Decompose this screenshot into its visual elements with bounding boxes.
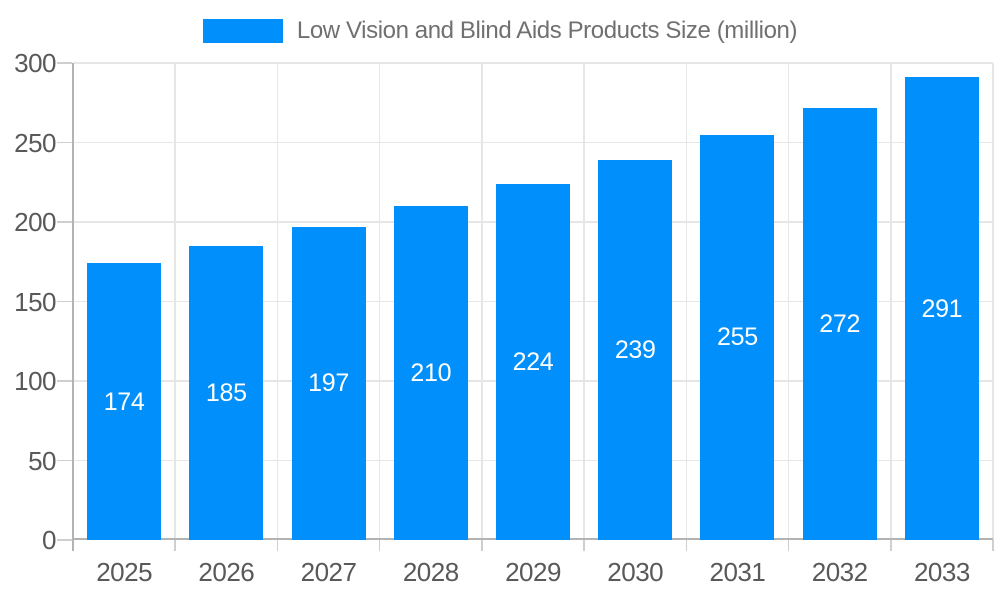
x-tick-label: 2033 [913, 557, 970, 587]
bar-2033 [904, 77, 979, 540]
y-axis-tick [57, 380, 72, 382]
x-tick-label: 2028 [402, 557, 459, 587]
y-axis-tick [57, 300, 72, 303]
x-axis-tick [378, 540, 381, 551]
bar-2030 [598, 159, 673, 540]
bar-value-label: 210 [410, 359, 452, 388]
x-tick-label: 2030 [607, 557, 664, 587]
x-gridline [787, 63, 790, 540]
y-gridline [73, 141, 993, 144]
bar-2032 [802, 107, 877, 540]
y-gridline [73, 62, 993, 64]
legend-label: Low Vision and Blind Aids Products Size … [296, 17, 798, 44]
bar-value-label: 185 [205, 378, 247, 407]
x-gridline [685, 63, 688, 540]
bar-value-label: 239 [614, 335, 656, 364]
y-axis-tick [57, 221, 72, 223]
x-tick-label: 2026 [198, 557, 255, 587]
bar-2025 [87, 263, 162, 540]
x-tick-label: 2027 [300, 557, 357, 587]
bar-2029 [496, 183, 570, 540]
x-tick-label: 2031 [709, 557, 766, 587]
y-tick-label: 300 [14, 48, 56, 78]
y-tick-label: 100 [14, 366, 56, 396]
x-tick-label: 2025 [96, 557, 153, 587]
bar-value-label: 224 [512, 347, 554, 376]
bar-value-label: 255 [717, 323, 758, 352]
x-gridline [890, 63, 892, 540]
x-tick-label: 2032 [811, 557, 868, 587]
y-tick-label: 150 [14, 286, 56, 317]
bar-2026 [189, 245, 264, 540]
x-axis-tick [787, 540, 790, 551]
legend-marker-swatch [202, 19, 283, 43]
x-gridline [481, 63, 483, 540]
x-gridline [174, 63, 176, 540]
bar-value-label: 197 [308, 369, 349, 398]
y-tick-label: 200 [14, 207, 56, 237]
chart-legend: Low Vision and Blind Aids Products Size … [0, 17, 1000, 44]
x-axis-tick [481, 540, 483, 551]
bar-2028 [393, 206, 468, 540]
x-tick-label: 2029 [505, 557, 561, 587]
x-gridline [378, 63, 381, 540]
y-tick-label: 50 [28, 445, 56, 476]
y-axis-tick [57, 459, 72, 462]
y-tick-label: 0 [42, 525, 56, 555]
x-axis-tick [992, 540, 994, 551]
x-axis-tick [685, 540, 688, 551]
x-gridline [276, 63, 279, 540]
y-axis-tick [57, 62, 72, 64]
x-axis-tick [276, 540, 279, 551]
bar-value-label: 291 [921, 294, 963, 323]
bar-2027 [291, 226, 366, 540]
x-axis-tick [583, 540, 585, 551]
bar-value-label: 272 [819, 309, 861, 338]
x-axis-tick [890, 540, 892, 551]
plot-area: 174 185 197 210 224 239 255 272 291 [57, 62, 994, 551]
y-axis-line [72, 63, 74, 551]
x-gridline [992, 63, 994, 540]
y-axis-tick [57, 141, 72, 144]
x-axis-tick [174, 540, 176, 551]
y-tick-label: 250 [14, 127, 56, 158]
bar-2031 [700, 134, 775, 540]
x-gridline [583, 63, 585, 540]
y-axis-tick [57, 539, 72, 541]
bar-value-label: 174 [103, 387, 145, 416]
